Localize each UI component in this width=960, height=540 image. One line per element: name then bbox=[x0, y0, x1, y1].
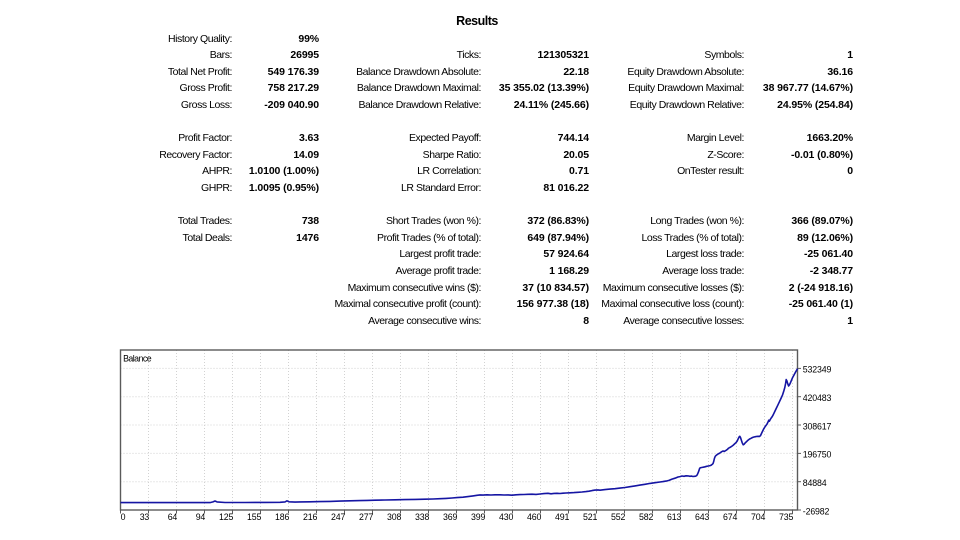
svg-text:552: 552 bbox=[611, 512, 625, 522]
svg-text:196750: 196750 bbox=[803, 450, 832, 460]
svg-text:460: 460 bbox=[527, 512, 541, 522]
svg-text:-26982: -26982 bbox=[803, 506, 830, 516]
svg-text:643: 643 bbox=[695, 512, 709, 522]
svg-text:491: 491 bbox=[555, 512, 569, 522]
svg-text:186: 186 bbox=[275, 512, 289, 522]
svg-text:64: 64 bbox=[168, 512, 178, 522]
svg-text:308: 308 bbox=[387, 512, 401, 522]
svg-text:674: 674 bbox=[723, 512, 737, 522]
svg-text:155: 155 bbox=[247, 512, 261, 522]
svg-text:84884: 84884 bbox=[803, 478, 827, 488]
svg-text:277: 277 bbox=[359, 512, 373, 522]
svg-text:338: 338 bbox=[415, 512, 429, 522]
svg-text:430: 430 bbox=[499, 512, 513, 522]
svg-text:94: 94 bbox=[196, 512, 206, 522]
svg-text:735: 735 bbox=[779, 512, 793, 522]
svg-text:369: 369 bbox=[443, 512, 457, 522]
svg-text:521: 521 bbox=[583, 512, 597, 522]
svg-text:0: 0 bbox=[121, 512, 126, 522]
svg-text:125: 125 bbox=[219, 512, 233, 522]
svg-text:Balance: Balance bbox=[123, 354, 152, 364]
svg-text:216: 216 bbox=[303, 512, 317, 522]
svg-text:613: 613 bbox=[667, 512, 681, 522]
svg-text:582: 582 bbox=[639, 512, 653, 522]
svg-text:704: 704 bbox=[751, 512, 765, 522]
svg-text:399: 399 bbox=[471, 512, 485, 522]
svg-text:33: 33 bbox=[140, 512, 150, 522]
svg-text:247: 247 bbox=[331, 512, 345, 522]
svg-text:420483: 420483 bbox=[803, 393, 832, 403]
svg-text:308617: 308617 bbox=[803, 421, 832, 431]
svg-text:532349: 532349 bbox=[803, 365, 832, 375]
